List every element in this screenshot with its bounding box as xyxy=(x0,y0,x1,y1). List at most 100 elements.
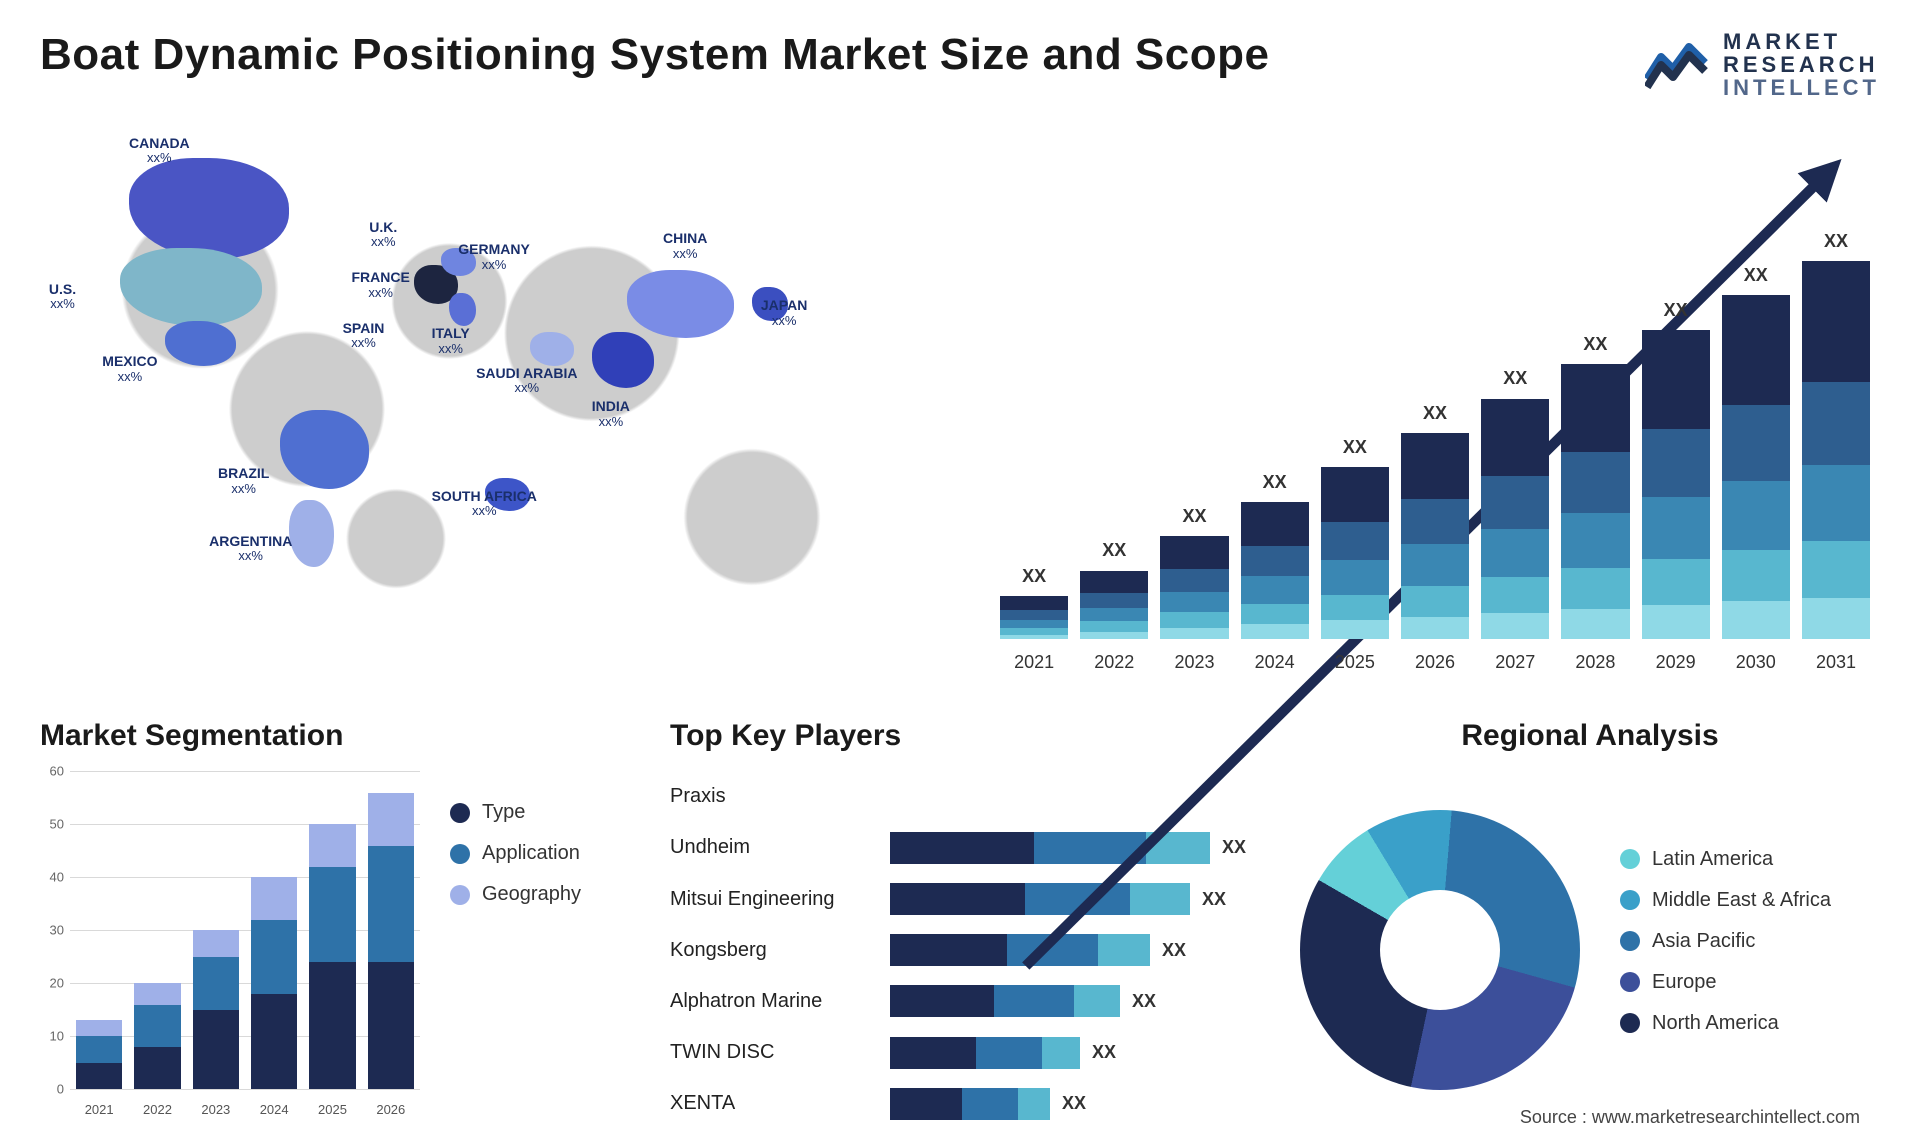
kp-bar xyxy=(890,985,1120,1017)
legend-dot-icon xyxy=(1620,972,1640,992)
seg-ytick-label: 60 xyxy=(50,764,64,779)
growth-bar-segment xyxy=(1481,529,1549,577)
regional-legend-item: Middle East & Africa xyxy=(1620,889,1880,912)
map-country-label: FRANCExx% xyxy=(352,270,410,300)
kp-name: Undheim xyxy=(670,836,890,859)
map-country-label: CHINAxx% xyxy=(663,231,707,261)
seg-ytick-label: 30 xyxy=(50,923,64,938)
key-players-panel: Top Key Players PraxisUndheimMitsui Engi… xyxy=(670,719,1250,1129)
legend-label: Europe xyxy=(1652,971,1717,994)
seg-bar-segment xyxy=(251,920,297,994)
map-country-label: SAUDI ARABIAxx% xyxy=(476,366,577,396)
growth-bar-segment xyxy=(1080,593,1148,608)
map-country-label: GERMANYxx% xyxy=(458,242,530,272)
growth-bar-segment xyxy=(1000,610,1068,619)
legend-label: Asia Pacific xyxy=(1652,930,1755,953)
map-country-label: MEXICOxx% xyxy=(102,354,157,384)
kp-row: XX xyxy=(890,934,1250,966)
growth-bar-year: 2024 xyxy=(1241,652,1309,673)
growth-bar-segment xyxy=(1481,577,1549,613)
regional-legend-item: Latin America xyxy=(1620,848,1880,871)
growth-bar-segment xyxy=(1642,605,1710,639)
legend-label: North America xyxy=(1652,1012,1779,1035)
growth-bar-segment xyxy=(1321,467,1389,522)
seg-bar: 2025 xyxy=(309,824,355,1089)
regional-panel: Regional Analysis Latin America Middle Ea… xyxy=(1300,719,1880,1129)
growth-bar-segment xyxy=(1481,399,1549,476)
growth-bar-segment xyxy=(1481,476,1549,529)
seg-bar-segment xyxy=(193,1010,239,1090)
growth-bar: XX2021 xyxy=(1000,596,1068,639)
seg-bar-year: 2021 xyxy=(76,1102,122,1117)
growth-bar-year: 2021 xyxy=(1000,652,1068,673)
kp-name: Alphatron Marine xyxy=(670,990,890,1013)
growth-bar-value: XX xyxy=(1241,472,1309,493)
kp-bar xyxy=(890,883,1190,915)
seg-bar-year: 2026 xyxy=(368,1102,414,1117)
kp-bar-segment xyxy=(1018,1088,1050,1120)
kp-bar xyxy=(890,832,1210,864)
kp-bar-segment xyxy=(890,934,1007,966)
kp-row: XX xyxy=(890,985,1250,1017)
seg-bar-segment xyxy=(251,877,297,919)
kp-name: Kongsberg xyxy=(670,939,890,962)
growth-bar-segment xyxy=(1160,592,1228,613)
growth-bar-segment xyxy=(1802,465,1870,541)
growth-bar-segment xyxy=(1642,559,1710,605)
growth-bar-segment xyxy=(1722,481,1790,550)
seg-bar-segment xyxy=(76,1036,122,1062)
kp-value: XX xyxy=(1092,1042,1116,1063)
donut-hole xyxy=(1380,890,1500,1010)
map-country-label: CANADAxx% xyxy=(129,136,190,166)
growth-bar-segment xyxy=(1321,560,1389,594)
growth-bar-segment xyxy=(1401,617,1469,640)
map-country-label: SPAINxx% xyxy=(343,321,385,351)
kp-bar-segment xyxy=(890,1088,962,1120)
kp-value: XX xyxy=(1222,837,1246,858)
growth-bar-segment xyxy=(1241,546,1309,576)
source-attribution: Source : www.marketresearchintellect.com xyxy=(1520,1107,1860,1128)
growth-bar-segment xyxy=(1241,624,1309,639)
regional-legend-item: North America xyxy=(1620,1012,1880,1035)
growth-bar-value: XX xyxy=(1401,403,1469,424)
growth-bar-segment xyxy=(1642,330,1710,429)
bottom-row: Market Segmentation 0102030405060 202120… xyxy=(40,719,1880,1129)
growth-bar-segment xyxy=(1401,433,1469,499)
seg-bar-segment xyxy=(368,793,414,846)
key-players-title: Top Key Players xyxy=(670,719,1250,753)
kp-value: XX xyxy=(1062,1093,1086,1114)
growth-bar: XX2030 xyxy=(1722,295,1790,639)
growth-bar-segment xyxy=(1401,544,1469,585)
regional-legend-item: Europe xyxy=(1620,971,1880,994)
kp-bar-segment xyxy=(890,985,994,1017)
growth-chart: XX2021XX2022XX2023XX2024XX2025XX2026XX20… xyxy=(990,119,1880,679)
kp-row: XX xyxy=(890,832,1250,864)
regional-title: Regional Analysis xyxy=(1300,719,1880,753)
regional-donut xyxy=(1300,810,1580,1090)
kp-bar xyxy=(890,934,1150,966)
growth-bar-segment xyxy=(1321,522,1389,560)
growth-bar-segment xyxy=(1080,621,1148,631)
map-country-label: ARGENTINAxx% xyxy=(209,534,292,564)
map-country-highlight xyxy=(530,332,575,366)
growth-bar-segment xyxy=(1722,601,1790,639)
segmentation-legend: TypeApplicationGeography xyxy=(450,771,620,1129)
growth-bar-segment xyxy=(1561,452,1629,513)
growth-bar-value: XX xyxy=(1160,506,1228,527)
regional-legend-item: Asia Pacific xyxy=(1620,930,1880,953)
kp-bar-segment xyxy=(890,1037,976,1069)
seg-bar-segment xyxy=(193,957,239,1010)
growth-bar: XX2028 xyxy=(1561,364,1629,639)
growth-bar: XX2029 xyxy=(1642,330,1710,640)
growth-bar-value: XX xyxy=(1802,231,1870,252)
growth-bar-segment xyxy=(1321,620,1389,639)
growth-bar: XX2025 xyxy=(1321,467,1389,639)
legend-dot-icon xyxy=(450,844,470,864)
logo-line3: INTELLECT xyxy=(1723,76,1880,99)
growth-bar: XX2022 xyxy=(1080,570,1148,639)
logo-line1: MARKET xyxy=(1723,30,1880,53)
growth-bar-year: 2023 xyxy=(1160,652,1228,673)
map-country-label: INDIAxx% xyxy=(592,399,630,429)
kp-bar-segment xyxy=(1025,883,1130,915)
growth-bar-segment xyxy=(1561,513,1629,568)
